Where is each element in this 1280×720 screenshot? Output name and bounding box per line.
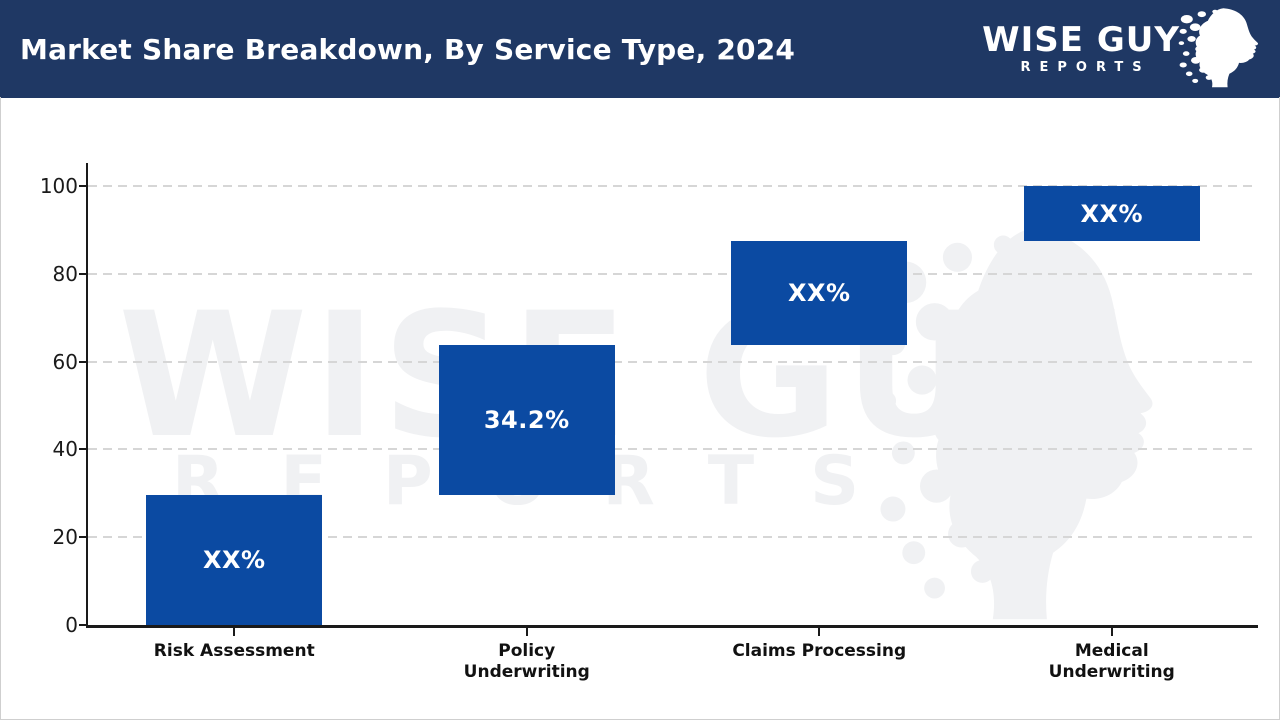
- header-bar: Market Share Breakdown, By Service Type,…: [0, 0, 1280, 98]
- y-tick-label-60: 60: [52, 349, 78, 374]
- bar-risk-assessment: XX%: [146, 495, 323, 625]
- bar-value-label: XX%: [787, 279, 851, 308]
- logo-subtext: REPORTS: [1020, 59, 1151, 75]
- brand-logo: WISE GUY REPORTS: [982, 6, 1266, 92]
- x-tick-mark: [233, 628, 236, 636]
- y-tick-mark: [79, 536, 88, 539]
- bar-value-label: XX%: [202, 546, 266, 575]
- y-tick-label-80: 80: [52, 261, 78, 286]
- y-tick-label-0: 0: [65, 613, 78, 637]
- y-tick-label-40: 40: [52, 437, 78, 462]
- x-axis-label-medical-underwriting: Medical Underwriting: [1048, 641, 1175, 682]
- x-axis-line: [86, 625, 1258, 628]
- brand-logo-text: WISE GUY REPORTS: [982, 20, 1180, 75]
- bar-claims-processing: XX%: [731, 241, 908, 346]
- logo-wordmark: WISE GUY: [982, 20, 1180, 61]
- y-tick-mark: [79, 272, 88, 275]
- x-tick-mark: [525, 628, 528, 636]
- dotted-head-logo-icon: [1178, 8, 1259, 88]
- gridline-80: [88, 272, 1258, 275]
- gridline-40: [88, 448, 1258, 451]
- bar-value-label: XX%: [1080, 199, 1144, 228]
- y-tick-mark: [79, 185, 88, 187]
- y-tick-mark: [79, 624, 88, 626]
- bar-medical-underwriting: XX%: [1023, 186, 1200, 242]
- y-tick-label-20: 20: [52, 525, 78, 550]
- x-axis-label-claims-processing: Claims Processing: [732, 641, 907, 661]
- y-tick-mark: [79, 360, 88, 363]
- bar-value-label: 34.2%: [483, 406, 570, 435]
- page-title: Market Share Breakdown, By Service Type,…: [20, 32, 796, 66]
- y-tick-mark: [79, 448, 88, 451]
- x-tick-mark: [818, 628, 821, 636]
- watermark-head-icon: [877, 228, 1153, 620]
- gridline-20: [88, 536, 1258, 539]
- bar-policy-underwriting: 34.2%: [438, 345, 615, 496]
- x-axis-label-policy-underwriting: Policy Underwriting: [463, 641, 590, 682]
- gridline-100: [88, 185, 1258, 187]
- y-axis-line: [86, 163, 88, 628]
- x-axis-label-risk-assessment: Risk Assessment: [153, 641, 315, 661]
- gridline-60: [88, 360, 1258, 363]
- y-tick-label-100: 100: [39, 174, 78, 198]
- x-tick-mark: [1110, 628, 1113, 636]
